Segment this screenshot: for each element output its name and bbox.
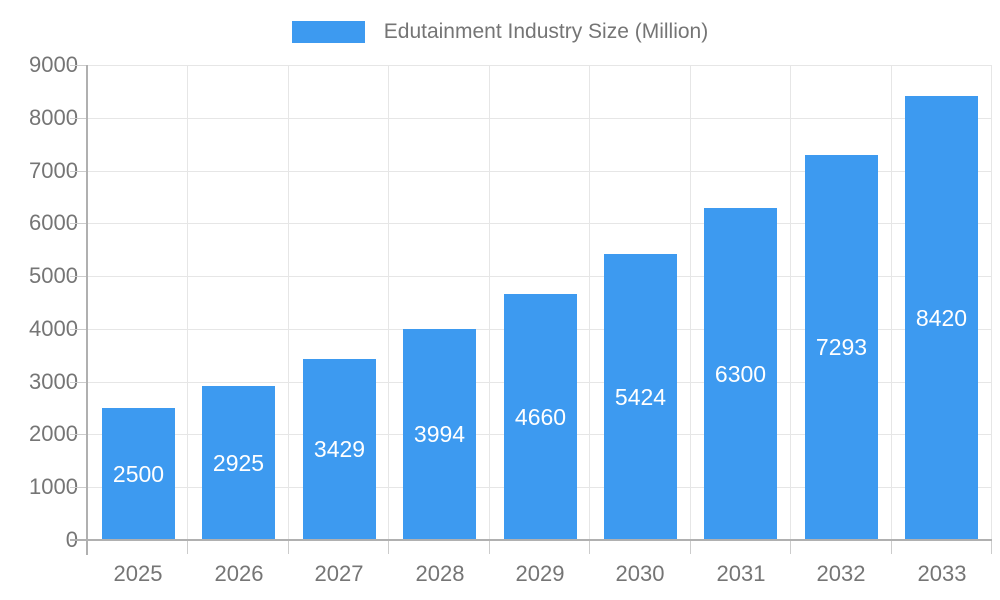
bar-2025: 2500 — [102, 408, 175, 540]
gridline-vertical — [388, 65, 389, 540]
bar-2033: 8420 — [905, 96, 978, 540]
gridline-horizontal — [88, 276, 992, 278]
legend-label: Edutainment Industry Size (Million) — [383, 20, 709, 43]
x-axis-tick-mark — [790, 540, 791, 554]
y-axis-tick-label: 7000 — [29, 157, 78, 183]
y-axis-tick-label: 5000 — [29, 263, 78, 289]
gridline-horizontal — [88, 170, 992, 172]
y-axis-tick-label: 3000 — [29, 368, 78, 394]
y-axis-tick-mark — [70, 487, 88, 489]
x-axis-tick-mark — [589, 540, 590, 554]
bar-value-label: 6300 — [714, 361, 767, 387]
bar-value-label: 8420 — [915, 305, 968, 331]
y-axis-tick-mark — [70, 65, 88, 66]
y-axis-tick-label: 0 — [65, 527, 78, 552]
x-axis-tick-mark — [891, 540, 892, 554]
gridline-vertical — [288, 65, 289, 540]
gridline-vertical — [690, 65, 691, 540]
y-axis-tick-mark — [70, 381, 88, 383]
gridline-vertical — [790, 65, 791, 540]
bar-2027: 3429 — [303, 359, 376, 540]
bar-2026: 2925 — [202, 386, 275, 540]
gridline-horizontal — [88, 65, 992, 66]
x-axis-line — [70, 539, 992, 541]
x-axis-tick-label: 2033 — [917, 561, 967, 586]
bar-2028: 3994 — [403, 329, 476, 540]
y-axis-tick-mark — [70, 170, 88, 172]
y-axis-tick-mark — [70, 117, 88, 119]
x-axis-tick-label: 2028 — [415, 561, 465, 586]
y-axis-tick-mark — [70, 328, 88, 330]
bar-2031: 6300 — [704, 208, 777, 541]
gridline-vertical — [187, 65, 188, 540]
y-axis-tick-mark — [70, 223, 88, 225]
bar-2029: 4660 — [504, 294, 577, 540]
gridline-horizontal — [88, 117, 992, 119]
gridline-vertical — [589, 65, 590, 540]
y-axis-tick-label: 4000 — [29, 315, 78, 341]
bar-value-label: 7293 — [815, 334, 868, 360]
bar-value-label: 2925 — [212, 450, 265, 476]
y-axis-tick-label: 6000 — [29, 210, 78, 236]
bar-2030: 5424 — [604, 254, 677, 540]
x-axis-tick-mark — [690, 540, 691, 554]
y-axis-tick-label: 9000 — [29, 52, 78, 77]
x-axis-tick-mark — [489, 540, 490, 554]
bar-value-label: 2500 — [112, 461, 165, 487]
bar-value-label: 3429 — [313, 436, 366, 462]
y-axis-tick-label: 1000 — [29, 474, 78, 500]
x-axis-tick-mark — [991, 540, 992, 554]
gridline-horizontal — [88, 223, 992, 225]
y-axis-tick-mark — [70, 434, 88, 436]
x-axis-tick-mark — [288, 540, 289, 554]
x-axis-tick-label: 2029 — [515, 561, 565, 586]
y-axis-line — [86, 65, 88, 555]
x-axis-tick-mark — [388, 540, 389, 554]
bar-value-label: 3994 — [413, 421, 466, 447]
bar-value-label: 5424 — [614, 384, 667, 410]
gridline-vertical — [991, 65, 992, 540]
gridline-vertical — [489, 65, 490, 540]
x-axis-tick-label: 2030 — [615, 561, 665, 586]
x-axis-tick-label: 2027 — [314, 561, 364, 586]
y-axis-tick-label: 8000 — [29, 104, 78, 130]
x-axis-tick-label: 2026 — [214, 561, 264, 586]
y-axis-tick-label: 2000 — [29, 421, 78, 447]
gridline-vertical — [891, 65, 892, 540]
x-axis-tick-label: 2031 — [716, 561, 766, 586]
plot-area: 2500 2925 3429 3994 4660 5424 6300 7293 8420 — [88, 65, 992, 541]
x-axis-tick-mark — [187, 540, 188, 554]
x-axis-tick-label: 2032 — [816, 561, 866, 586]
bar-2032: 7293 — [805, 155, 878, 540]
legend-swatch — [291, 21, 365, 43]
y-axis-tick-mark — [70, 276, 88, 278]
x-axis-tick-label: 2025 — [113, 561, 163, 586]
chart-legend: Edutainment Industry Size (Million) — [0, 20, 1000, 44]
bar-value-label: 4660 — [514, 404, 567, 430]
